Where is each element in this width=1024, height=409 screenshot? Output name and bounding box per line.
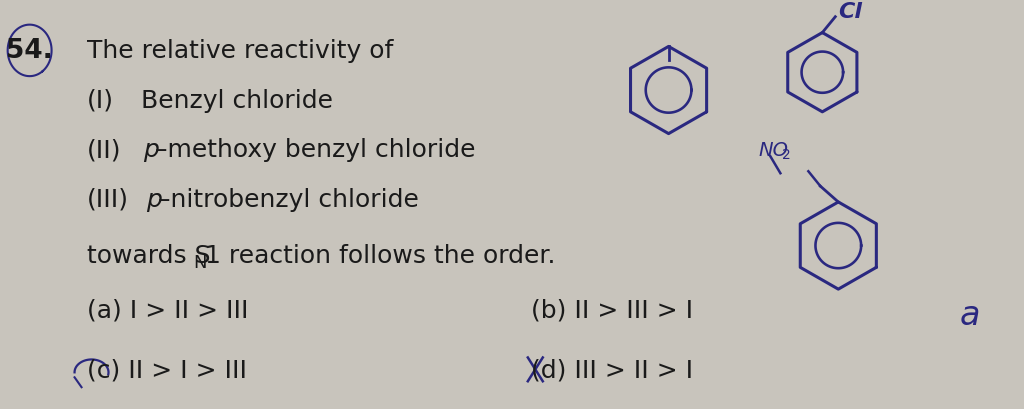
Text: (I): (I) bbox=[87, 89, 114, 112]
Text: N: N bbox=[194, 254, 207, 272]
Text: p: p bbox=[143, 138, 160, 162]
Text: (III): (III) bbox=[87, 188, 129, 211]
Text: (b) II > III > I: (b) II > III > I bbox=[530, 298, 693, 322]
Text: towards S: towards S bbox=[87, 244, 210, 268]
Text: (II): (II) bbox=[87, 138, 121, 162]
Text: Cl: Cl bbox=[839, 2, 862, 22]
Text: 2: 2 bbox=[782, 148, 792, 162]
Text: 54.: 54. bbox=[6, 38, 53, 64]
Text: NO: NO bbox=[759, 141, 788, 160]
Text: –methoxy benzyl chloride: –methoxy benzyl chloride bbox=[156, 138, 476, 162]
Text: Benzyl chloride: Benzyl chloride bbox=[141, 89, 334, 112]
Text: (d) III > II > I: (d) III > II > I bbox=[530, 357, 693, 382]
Text: a: a bbox=[961, 299, 981, 332]
Text: 1 reaction follows the order.: 1 reaction follows the order. bbox=[206, 244, 556, 268]
Text: (c) II > I > III: (c) II > I > III bbox=[87, 357, 247, 382]
Text: p: p bbox=[146, 188, 163, 211]
Text: (a) I > II > III: (a) I > II > III bbox=[87, 298, 248, 322]
Text: –nitrobenzyl chloride: –nitrobenzyl chloride bbox=[159, 188, 419, 211]
Text: The relative reactivity of: The relative reactivity of bbox=[87, 39, 393, 63]
